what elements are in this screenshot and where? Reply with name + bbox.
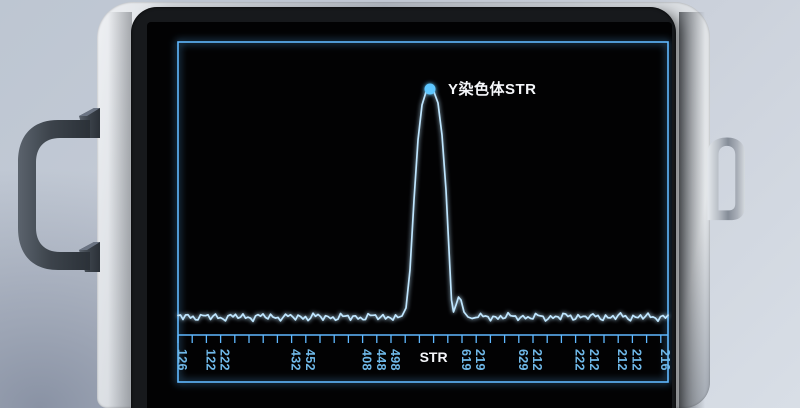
svg-text:629: 629 [516,349,530,371]
svg-text:STR: STR [420,349,448,365]
svg-text:212: 212 [615,349,629,371]
svg-text:212: 212 [587,349,601,371]
svg-text:126: 126 [175,349,189,371]
svg-text:222: 222 [573,349,587,371]
svg-text:448: 448 [374,349,388,371]
svg-text:498: 498 [388,349,402,371]
svg-text:212: 212 [629,349,643,371]
svg-text:Y染色体STR: Y染色体STR [448,80,537,98]
svg-text:222: 222 [218,349,232,371]
svg-text:122: 122 [203,349,217,371]
svg-text:452: 452 [303,349,317,371]
svg-text:212: 212 [530,349,544,371]
svg-text:432: 432 [289,349,303,371]
svg-text:619: 619 [459,349,473,371]
svg-text:408: 408 [360,349,374,371]
svg-text:219: 219 [473,349,487,371]
svg-text:216: 216 [658,349,672,371]
